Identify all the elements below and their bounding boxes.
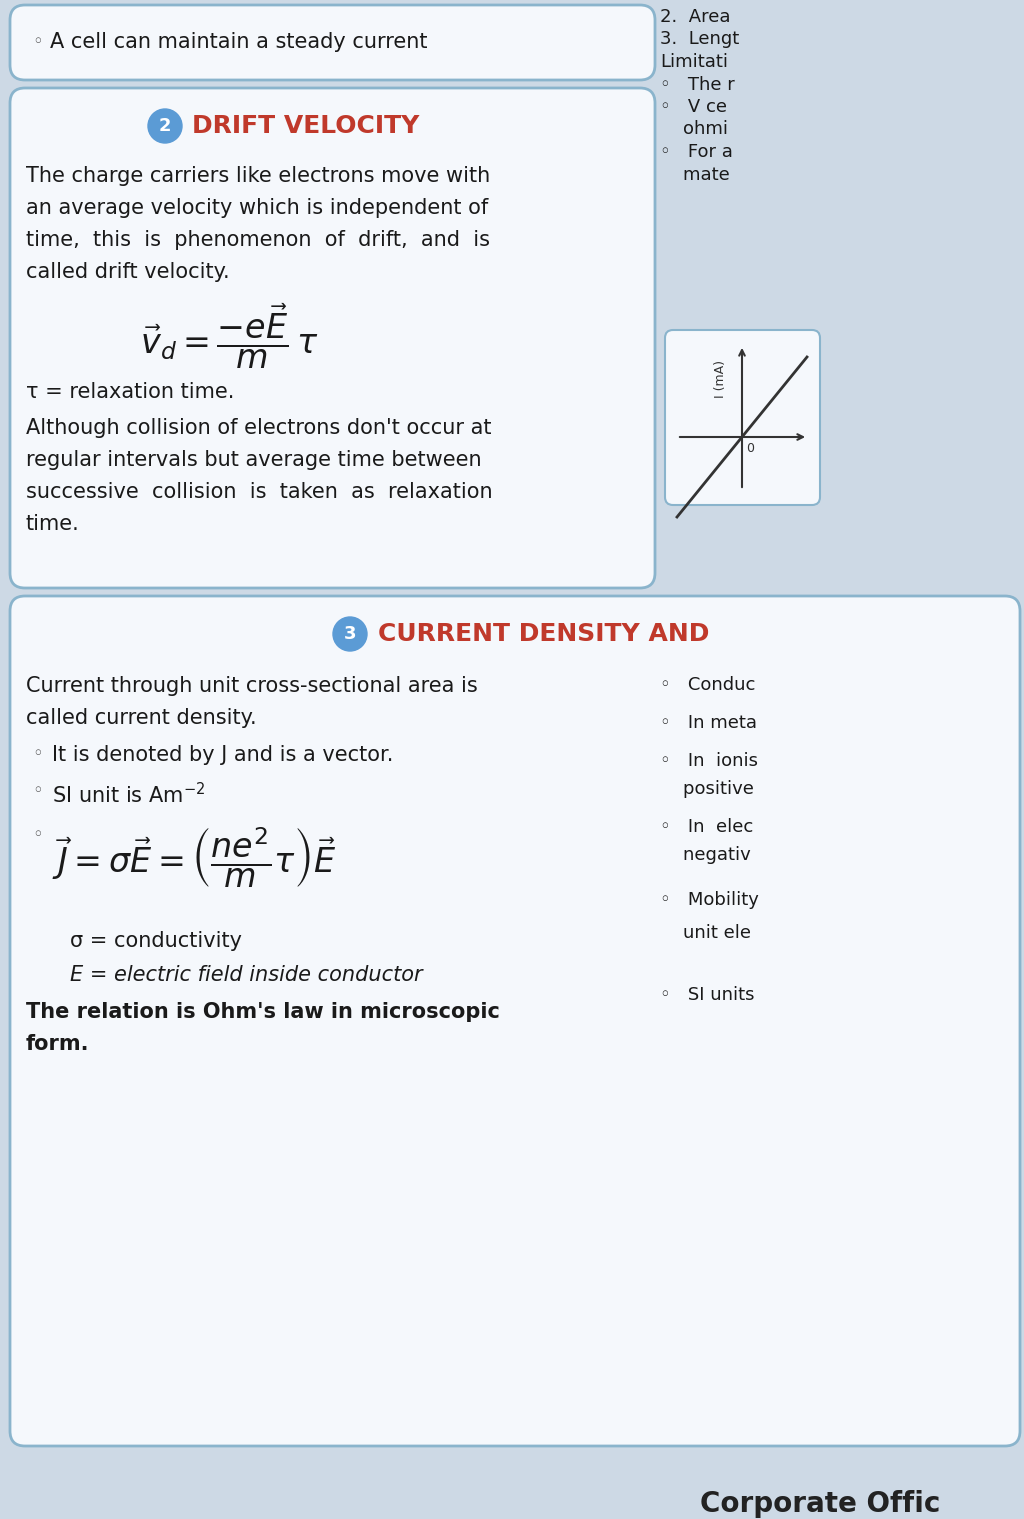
FancyBboxPatch shape	[10, 5, 655, 81]
Text: CURRENT DENSITY AND: CURRENT DENSITY AND	[378, 621, 710, 646]
Text: ◦   Conduc: ◦ Conduc	[660, 676, 756, 694]
Text: ◦: ◦	[32, 33, 43, 52]
Text: The relation is Ohm's law in microscopic: The relation is Ohm's law in microscopic	[26, 1003, 500, 1022]
Text: $\vec{J} = \sigma\vec{E} = \left(\dfrac{ne^2}{m}\tau\right)\vec{E}$: $\vec{J} = \sigma\vec{E} = \left(\dfrac{…	[52, 826, 337, 890]
Text: time.: time.	[26, 513, 80, 535]
Text: positive: positive	[660, 779, 754, 797]
Text: negativ: negativ	[660, 846, 751, 864]
Text: 3: 3	[344, 624, 356, 643]
Text: successive  collision  is  taken  as  relaxation: successive collision is taken as relaxat…	[26, 482, 493, 501]
Circle shape	[333, 617, 367, 652]
Text: time,  this  is  phenomenon  of  drift,  and  is: time, this is phenomenon of drift, and i…	[26, 229, 490, 251]
Text: Corporate Offic: Corporate Offic	[700, 1490, 940, 1517]
Text: The charge carriers like electrons move with: The charge carriers like electrons move …	[26, 166, 490, 185]
Text: ◦   Mobility: ◦ Mobility	[660, 892, 759, 908]
Text: mate: mate	[660, 166, 730, 184]
Text: ◦   In  ionis: ◦ In ionis	[660, 752, 758, 770]
Text: unit ele: unit ele	[660, 924, 751, 942]
Text: It is denoted by J and is a vector.: It is denoted by J and is a vector.	[52, 744, 393, 766]
Text: called current density.: called current density.	[26, 708, 257, 728]
Text: 2.  Area: 2. Area	[660, 8, 730, 26]
Text: SI unit is Am$^{-2}$: SI unit is Am$^{-2}$	[52, 782, 206, 807]
Text: σ = conductivity: σ = conductivity	[70, 931, 242, 951]
Text: ◦: ◦	[32, 826, 43, 845]
Text: Although collision of electrons don't occur at: Although collision of electrons don't oc…	[26, 418, 492, 437]
Text: ohmi: ohmi	[660, 120, 728, 138]
Text: called drift velocity.: called drift velocity.	[26, 261, 229, 283]
Text: ◦   V ce: ◦ V ce	[660, 99, 727, 115]
Text: τ = relaxation time.: τ = relaxation time.	[26, 381, 234, 403]
FancyBboxPatch shape	[665, 330, 820, 504]
Text: ◦   The r: ◦ The r	[660, 76, 735, 94]
Text: ◦   SI units: ◦ SI units	[660, 986, 755, 1004]
Text: regular intervals but average time between: regular intervals but average time betwe…	[26, 450, 481, 469]
FancyBboxPatch shape	[10, 595, 1020, 1446]
Text: 3.  Lengt: 3. Lengt	[660, 30, 739, 49]
Text: 0: 0	[746, 442, 754, 456]
Text: ◦   In meta: ◦ In meta	[660, 714, 757, 732]
Text: ◦: ◦	[32, 782, 43, 801]
Circle shape	[148, 109, 182, 143]
Text: Current through unit cross-sectional area is: Current through unit cross-sectional are…	[26, 676, 478, 696]
Text: an average velocity which is independent of: an average velocity which is independent…	[26, 197, 488, 219]
Text: I (mA): I (mA)	[714, 360, 727, 398]
Text: 2: 2	[159, 117, 171, 135]
Text: ◦: ◦	[32, 744, 43, 763]
Text: form.: form.	[26, 1034, 89, 1054]
Text: DRIFT VELOCITY: DRIFT VELOCITY	[193, 114, 420, 138]
Text: A cell can maintain a steady current: A cell can maintain a steady current	[50, 32, 427, 52]
Text: Limitati: Limitati	[660, 53, 728, 71]
FancyBboxPatch shape	[10, 88, 655, 588]
Text: ◦   In  elec: ◦ In elec	[660, 819, 754, 835]
Text: E = electric field inside conductor: E = electric field inside conductor	[70, 965, 423, 984]
Text: $\vec{v}_d = \dfrac{-e\vec{E}}{m}\,\tau$: $\vec{v}_d = \dfrac{-e\vec{E}}{m}\,\tau$	[140, 302, 318, 371]
Text: ◦   For a: ◦ For a	[660, 143, 733, 161]
